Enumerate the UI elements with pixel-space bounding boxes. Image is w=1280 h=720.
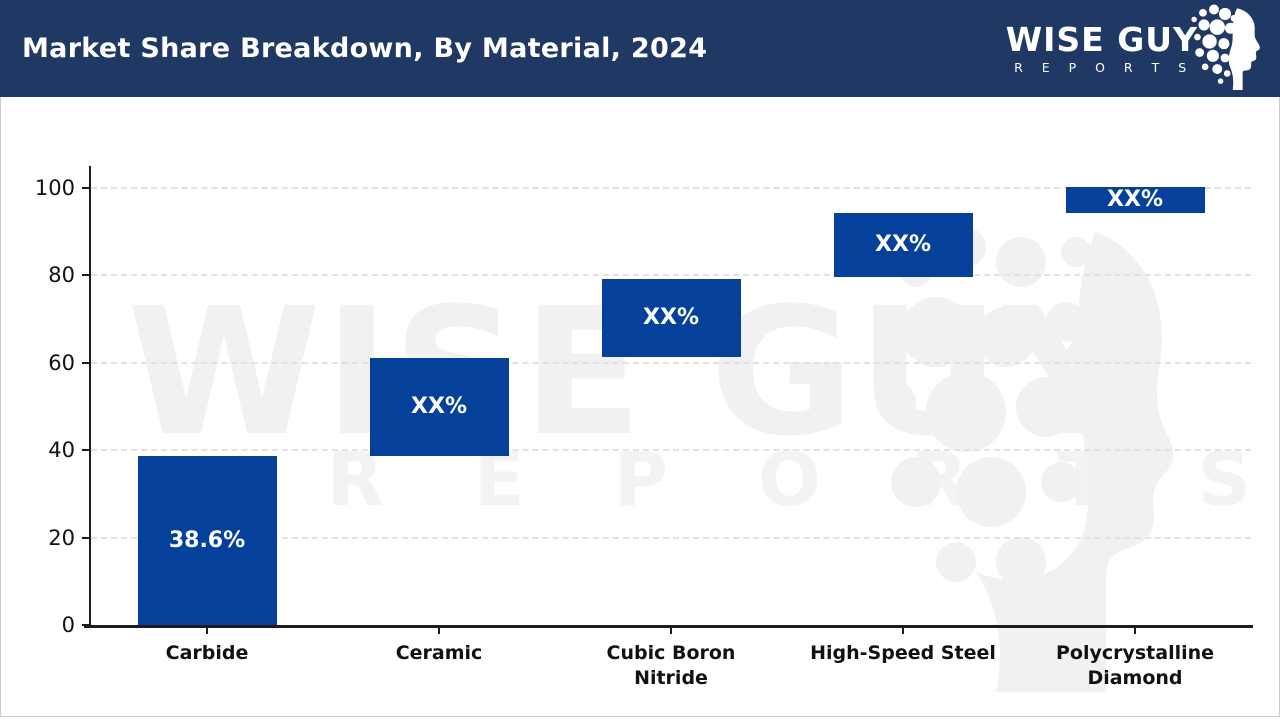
chart-canvas: WISE GUY R E P O R T S 0 20 40 60 80 100 38.6%…: [0, 97, 1280, 717]
gridline-80: [91, 274, 1251, 276]
bar-cubic-boron-nitride: XX%: [601, 278, 741, 358]
x-tick-cubic-boron-nitride: [670, 627, 672, 634]
gridline-20: [91, 536, 1251, 539]
y-tick-20: [82, 536, 90, 539]
x-label-ceramic: Ceramic: [395, 642, 483, 664]
gridline-100: [91, 186, 1251, 189]
bar-value-label-carbide: 38.6%: [168, 527, 246, 553]
y-tick-label-20: 20: [48, 525, 75, 550]
y-tick-0: [82, 624, 90, 626]
x-axis-line: [84, 625, 1253, 628]
bar-value-label-high-speed-steel: XX%: [875, 232, 931, 258]
wiseguy-face-icon: [1188, 4, 1262, 94]
y-tick-label-40: 40: [48, 438, 75, 462]
x-tick-ceramic: [438, 627, 440, 634]
y-tick-80: [82, 274, 90, 276]
y-axis-line: [89, 165, 91, 627]
bar-value-label-cubic-boron-nitride: XX%: [643, 305, 699, 331]
wiseguy-logo: WISE GUY R E P O R T S: [1006, 4, 1262, 94]
bar-carbide: 38.6%: [137, 456, 277, 625]
bar-value-label-ceramic: XX%: [411, 394, 467, 420]
bar-ceramic: XX%: [369, 358, 509, 457]
y-tick-40: [82, 449, 90, 451]
x-tick-carbide: [206, 627, 208, 634]
header: Market Share Breakdown, By Material, 202…: [0, 0, 1280, 97]
bar-polycrystalline-diamond: XX%: [1065, 186, 1205, 213]
wiseguy-reports-label: R E P O R T S: [1014, 59, 1194, 75]
wiseguy-wordmark: WISE GUY: [1005, 19, 1198, 59]
y-tick-60: [82, 361, 90, 364]
x-tick-polycrystalline-diamond: [1134, 627, 1136, 634]
y-tick-label-0: 0: [61, 613, 75, 637]
x-tick-high-speed-steel: [902, 627, 904, 634]
gridline-60: [91, 361, 1251, 364]
y-tick-label-60: 60: [48, 350, 75, 375]
bar-value-label-polycrystalline-diamond: XX%: [1107, 186, 1163, 212]
x-label-polycrystalline-diamond: Polycrystalline Diamond: [1055, 642, 1215, 689]
y-tick-label-100: 100: [34, 175, 75, 200]
bar-high-speed-steel: XX%: [833, 212, 973, 278]
page-title: Market Share Breakdown, By Material, 202…: [22, 33, 708, 64]
y-tick-100: [82, 186, 90, 189]
gridline-40: [91, 449, 1251, 451]
x-label-cubic-boron-nitride: Cubic Boron Nitride: [606, 642, 736, 689]
wiseguy-logo-text: WISE GUY R E P O R T S: [1006, 23, 1198, 75]
x-label-carbide: Carbide: [165, 642, 249, 664]
waterfall-chart: 0 20 40 60 80 100 38.6% Carbide XX% Ceramic XX% Cub…: [1, 97, 1279, 716]
x-label-high-speed-steel: High-Speed Steel: [810, 642, 996, 664]
y-tick-label-80: 80: [48, 263, 75, 287]
